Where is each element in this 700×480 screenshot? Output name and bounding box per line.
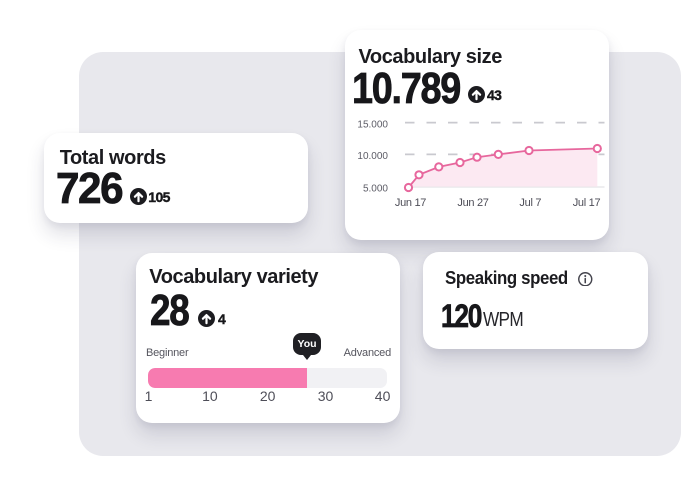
svg-text:Jul 17: Jul 17 xyxy=(573,197,601,209)
svg-text:5.000: 5.000 xyxy=(363,183,388,194)
svg-text:Jul 7: Jul 7 xyxy=(519,197,541,209)
svg-text:15.000: 15.000 xyxy=(357,119,388,130)
svg-text:Jun 27: Jun 27 xyxy=(457,197,488,209)
svg-text:Jun 17: Jun 17 xyxy=(395,197,426,209)
svg-text:10.000: 10.000 xyxy=(357,151,388,162)
